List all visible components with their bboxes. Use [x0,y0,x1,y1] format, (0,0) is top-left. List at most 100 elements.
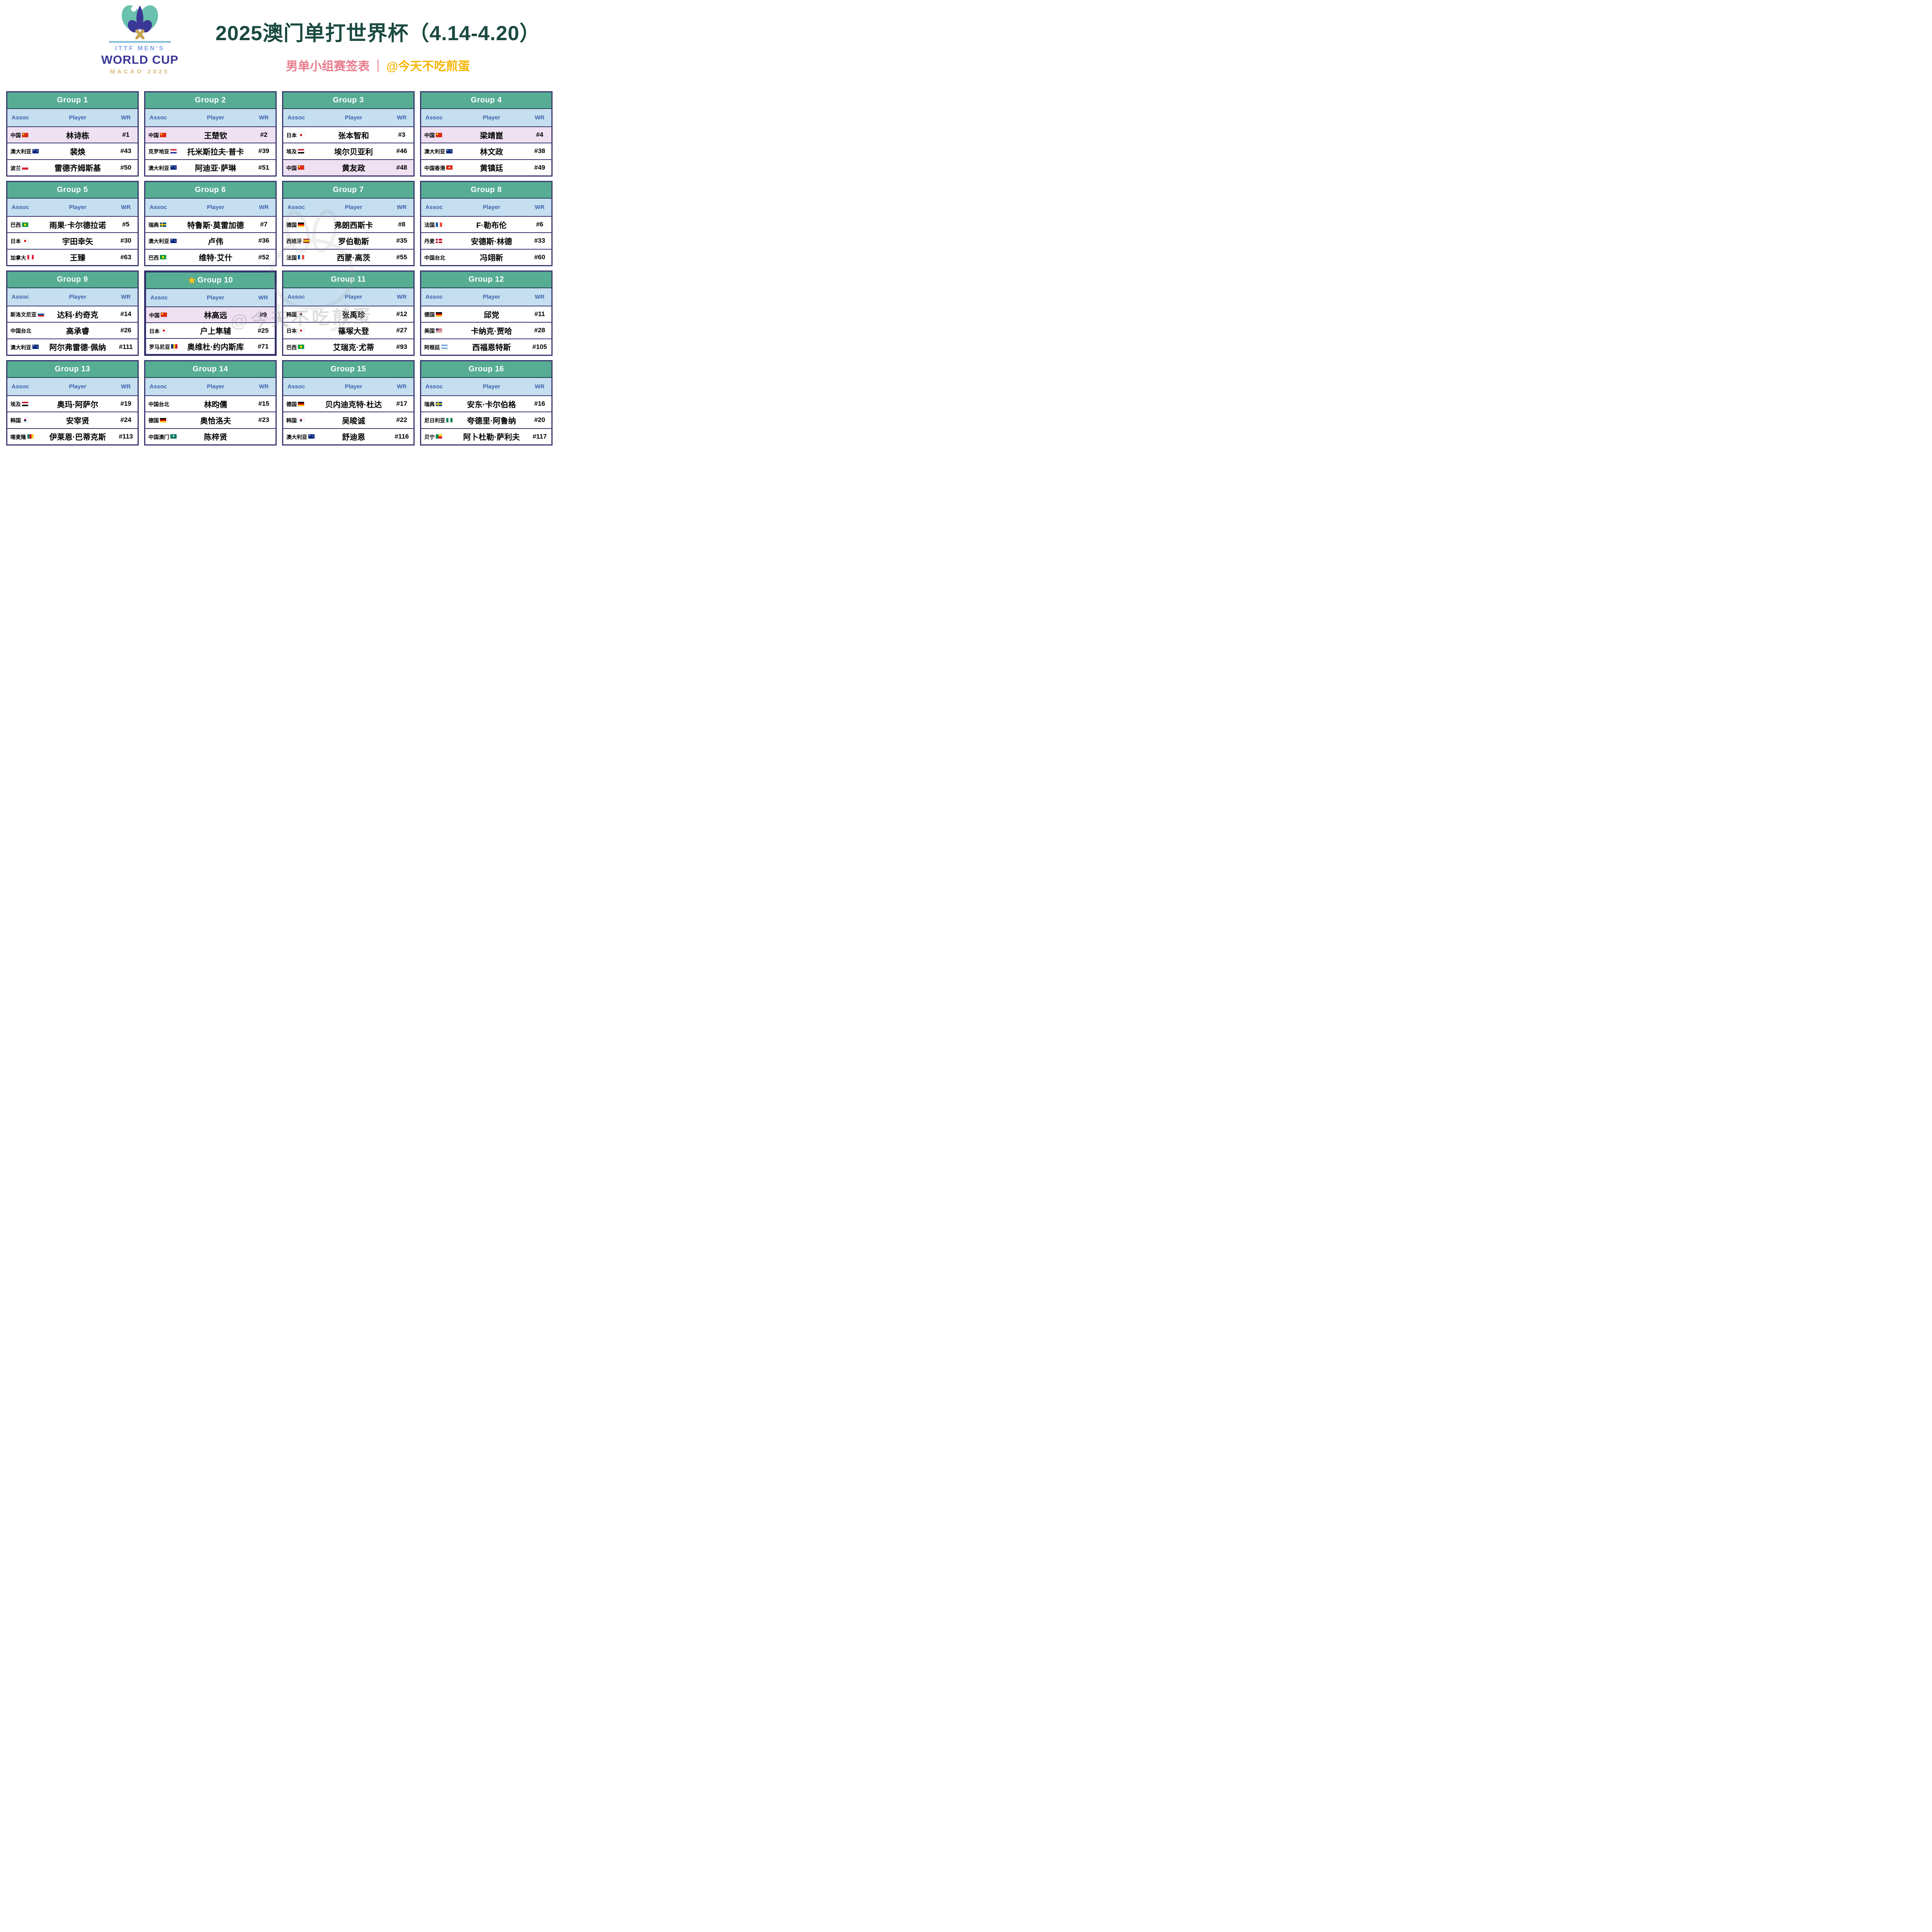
assoc-cell: 巴西 [7,221,41,228]
column-header-assoc: Assoc [425,294,443,300]
flag-cn-icon [160,133,166,137]
world-ranking-cell: #25 [257,327,269,334]
player-row: 日本 户上隼辅 #25 [146,322,275,338]
assoc-name: 中国 [286,165,297,171]
column-header-wr: WR [258,294,268,301]
player-name-cell: 阿尔弗雷德·佩纳 [49,344,106,352]
flag-es-icon [303,238,310,243]
assoc-name: 日本 [10,238,21,245]
column-header-player: Player [345,114,362,121]
assoc-name: 德国 [148,418,159,424]
flag-ar-icon [441,345,447,349]
assoc-cell: 德国 [283,221,317,228]
player-row: 埃及 埃尔贝亚利 #46 [283,143,413,159]
column-header-wr: WR [397,294,407,300]
group-title-bar: Group 11 [283,272,413,288]
flag-hr-icon [170,149,177,153]
player-row: 中国 黄友政 #48 [283,159,413,175]
player-row: 克罗地亚 托米斯拉夫·普卡 #39 [145,143,276,159]
player-row: 法国 西蒙·高茨 #55 [283,248,413,265]
assoc-name: 中国台北 [10,328,31,334]
column-header-row: Assoc Player WR [421,109,551,127]
assoc-cell: 中国香港 [421,164,455,172]
player-row: 丹麦 安德斯·林德 #33 [421,232,551,249]
player-name-cell: 卢伟 [207,237,223,246]
assoc-cell: 贝宁 [421,433,455,440]
player-name-cell: 特鲁斯·莫雷加德 [187,221,244,230]
column-header-assoc: Assoc [287,114,305,121]
player-rows: 中国 林高远 #9 日本 户上隼辅 #25 罗马尼亚 奥维杜·约内斯库 #71 [146,307,275,354]
column-header-row: Assoc Player WR [421,199,551,217]
player-row: 澳大利亚 舒迪恩 #116 [283,428,413,444]
assoc-cell: 德国 [283,400,317,408]
assoc-cell: 巴西 [145,253,179,261]
group-title-label: Group 9 [57,275,88,284]
player-row: 加拿大 王臻 #63 [7,248,138,265]
column-header-player: Player [345,383,362,390]
player-row: 巴西 艾瑞克·尤蒂 #93 [283,338,413,355]
assoc-cell: 尼日利亚 [421,416,455,424]
world-ranking-cell: #50 [120,163,131,171]
player-name-cell: 宇田幸矢 [62,237,93,246]
group-title-label: Group 12 [468,275,504,284]
column-header-player: Player [345,204,362,211]
player-rows: 中国 王楚钦 #2 克罗地亚 托米斯拉夫·普卡 #39 澳大利亚 阿迪亚·萨琳 … [145,127,276,175]
world-ranking-cell: #26 [120,327,131,334]
assoc-name: 中国 [424,133,435,139]
column-header-wr: WR [397,383,407,390]
column-header-row: Assoc Player WR [145,199,276,217]
player-name-cell: 西蒙·高茨 [337,254,371,263]
column-header-row: Assoc Player WR [7,109,138,127]
group-title-label: Group 8 [471,185,502,194]
world-ranking-cell: #39 [258,147,269,155]
player-name-cell: 奥恰洛夫 [200,417,231,425]
assoc-cell: 中国 [146,311,180,319]
assoc-cell: 阿根廷 [421,343,455,351]
world-ranking-cell: #16 [534,400,545,408]
column-header-row: Assoc Player WR [283,199,413,217]
player-row: 日本 宇田幸矢 #30 [7,232,138,249]
player-name-cell: 吴晙诚 [342,417,365,425]
assoc-name: 巴西 [10,222,21,228]
player-row: 喀麦隆 伊莱恩·巴蒂克斯 #113 [7,428,138,444]
world-ranking-cell: #8 [398,221,406,228]
flag-us-icon [436,328,442,333]
group-title-bar: Group 7 [283,182,413,199]
player-name-cell: 王臻 [70,254,85,263]
flag-ca-icon [27,255,34,260]
logo-line2: WORLD CUP [101,53,179,66]
world-ranking-cell: #17 [396,400,407,408]
assoc-name: 澳大利亚 [10,149,31,155]
group-title-label: Group 7 [333,185,364,194]
column-header-wr: WR [121,294,131,300]
column-header-wr: WR [535,294,545,300]
player-row: 中国台北 高承睿 #26 [7,322,138,338]
group-title-bar: Group 13 [7,361,138,378]
group-title-label: Group 14 [192,365,228,373]
player-rows: 斯洛文尼亚 达科·约奇克 #14 中国台北 高承睿 #26 澳大利亚 阿尔弗雷德… [7,306,138,355]
assoc-name: 德国 [286,401,297,408]
player-row: 西班牙 罗伯勒斯 #35 [283,232,413,249]
player-row: 美国 卡纳克·贾哈 #28 [421,322,551,338]
column-header-assoc: Assoc [150,294,168,301]
player-name-cell: 罗伯勒斯 [338,237,369,246]
assoc-cell: 德国 [145,416,179,424]
world-ranking-cell: #28 [534,327,545,334]
flag-se-icon [160,222,166,227]
assoc-name: 韩国 [10,418,21,424]
column-header-assoc: Assoc [12,114,29,121]
player-row: 韩国 张禹珍 #12 [283,306,413,322]
assoc-name: 德国 [286,222,297,228]
assoc-name: 澳大利亚 [10,344,31,350]
assoc-name: 埃及 [10,401,21,408]
column-header-row: Assoc Player WR [146,289,275,307]
player-name-cell: 冯翊新 [480,254,503,263]
subtitle-left: 男单小组赛签表 [286,59,370,73]
player-name-cell: 奥维杜·约内斯库 [187,343,244,352]
group-card-10: Group 10 Assoc Player WR 中国 林高远 #9 日本 户上… [144,270,277,356]
player-name-cell: 雨果·卡尔德拉诺 [49,221,106,230]
column-header-player: Player [69,114,87,121]
player-rows: 瑞典 特鲁斯·莫雷加德 #7 澳大利亚 卢伟 #36 巴西 维特·艾什 #52 [145,217,276,265]
player-row: 德国 贝内迪克特·杜达 #17 [283,396,413,412]
assoc-cell: 澳大利亚 [283,433,317,440]
